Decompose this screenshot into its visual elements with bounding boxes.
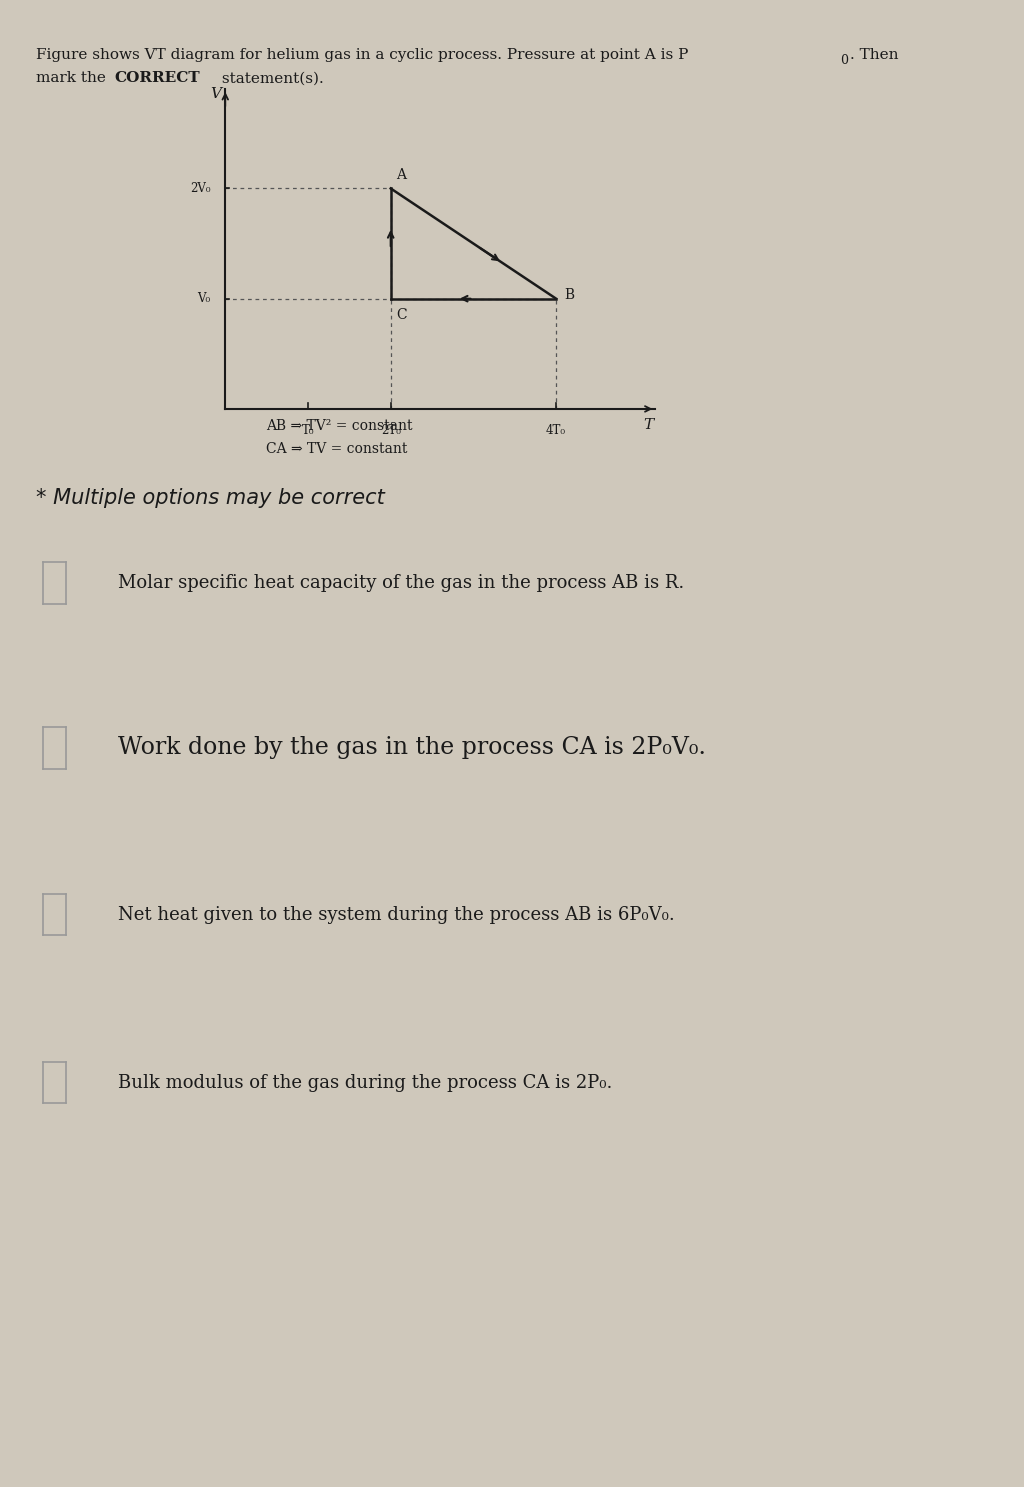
Text: CA ⇒ TV = constant: CA ⇒ TV = constant [266,442,408,455]
Text: * Multiple options may be correct: * Multiple options may be correct [36,488,385,507]
Text: V: V [210,88,221,101]
Text: 4T₀: 4T₀ [546,424,566,437]
Text: Net heat given to the system during the process AB is 6P₀V₀.: Net heat given to the system during the … [118,906,675,923]
Text: 2V₀: 2V₀ [189,181,210,195]
Text: Molar specific heat capacity of the gas in the process AB is R.: Molar specific heat capacity of the gas … [118,574,684,592]
Text: 2T₀: 2T₀ [381,424,400,437]
Text: Work done by the gas in the process CA is 2P₀V₀.: Work done by the gas in the process CA i… [118,736,706,760]
Text: Bulk modulus of the gas during the process CA is 2P₀.: Bulk modulus of the gas during the proce… [118,1074,612,1091]
Text: CORRECT: CORRECT [115,71,201,85]
Text: statement(s).: statement(s). [217,71,324,85]
Text: B: B [564,287,574,302]
Text: mark the: mark the [36,71,111,85]
Text: Figure shows VT diagram for helium gas in a cyclic process. Pressure at point A : Figure shows VT diagram for helium gas i… [36,48,688,61]
Text: V₀: V₀ [198,291,210,305]
Text: AB ⇒ TV² = constant: AB ⇒ TV² = constant [266,419,413,433]
Text: 0: 0 [840,54,848,67]
Text: . Then: . Then [850,48,898,61]
Text: T: T [643,418,653,431]
Text: C: C [396,308,408,321]
Text: T₀: T₀ [302,424,314,437]
Text: A: A [396,168,407,181]
